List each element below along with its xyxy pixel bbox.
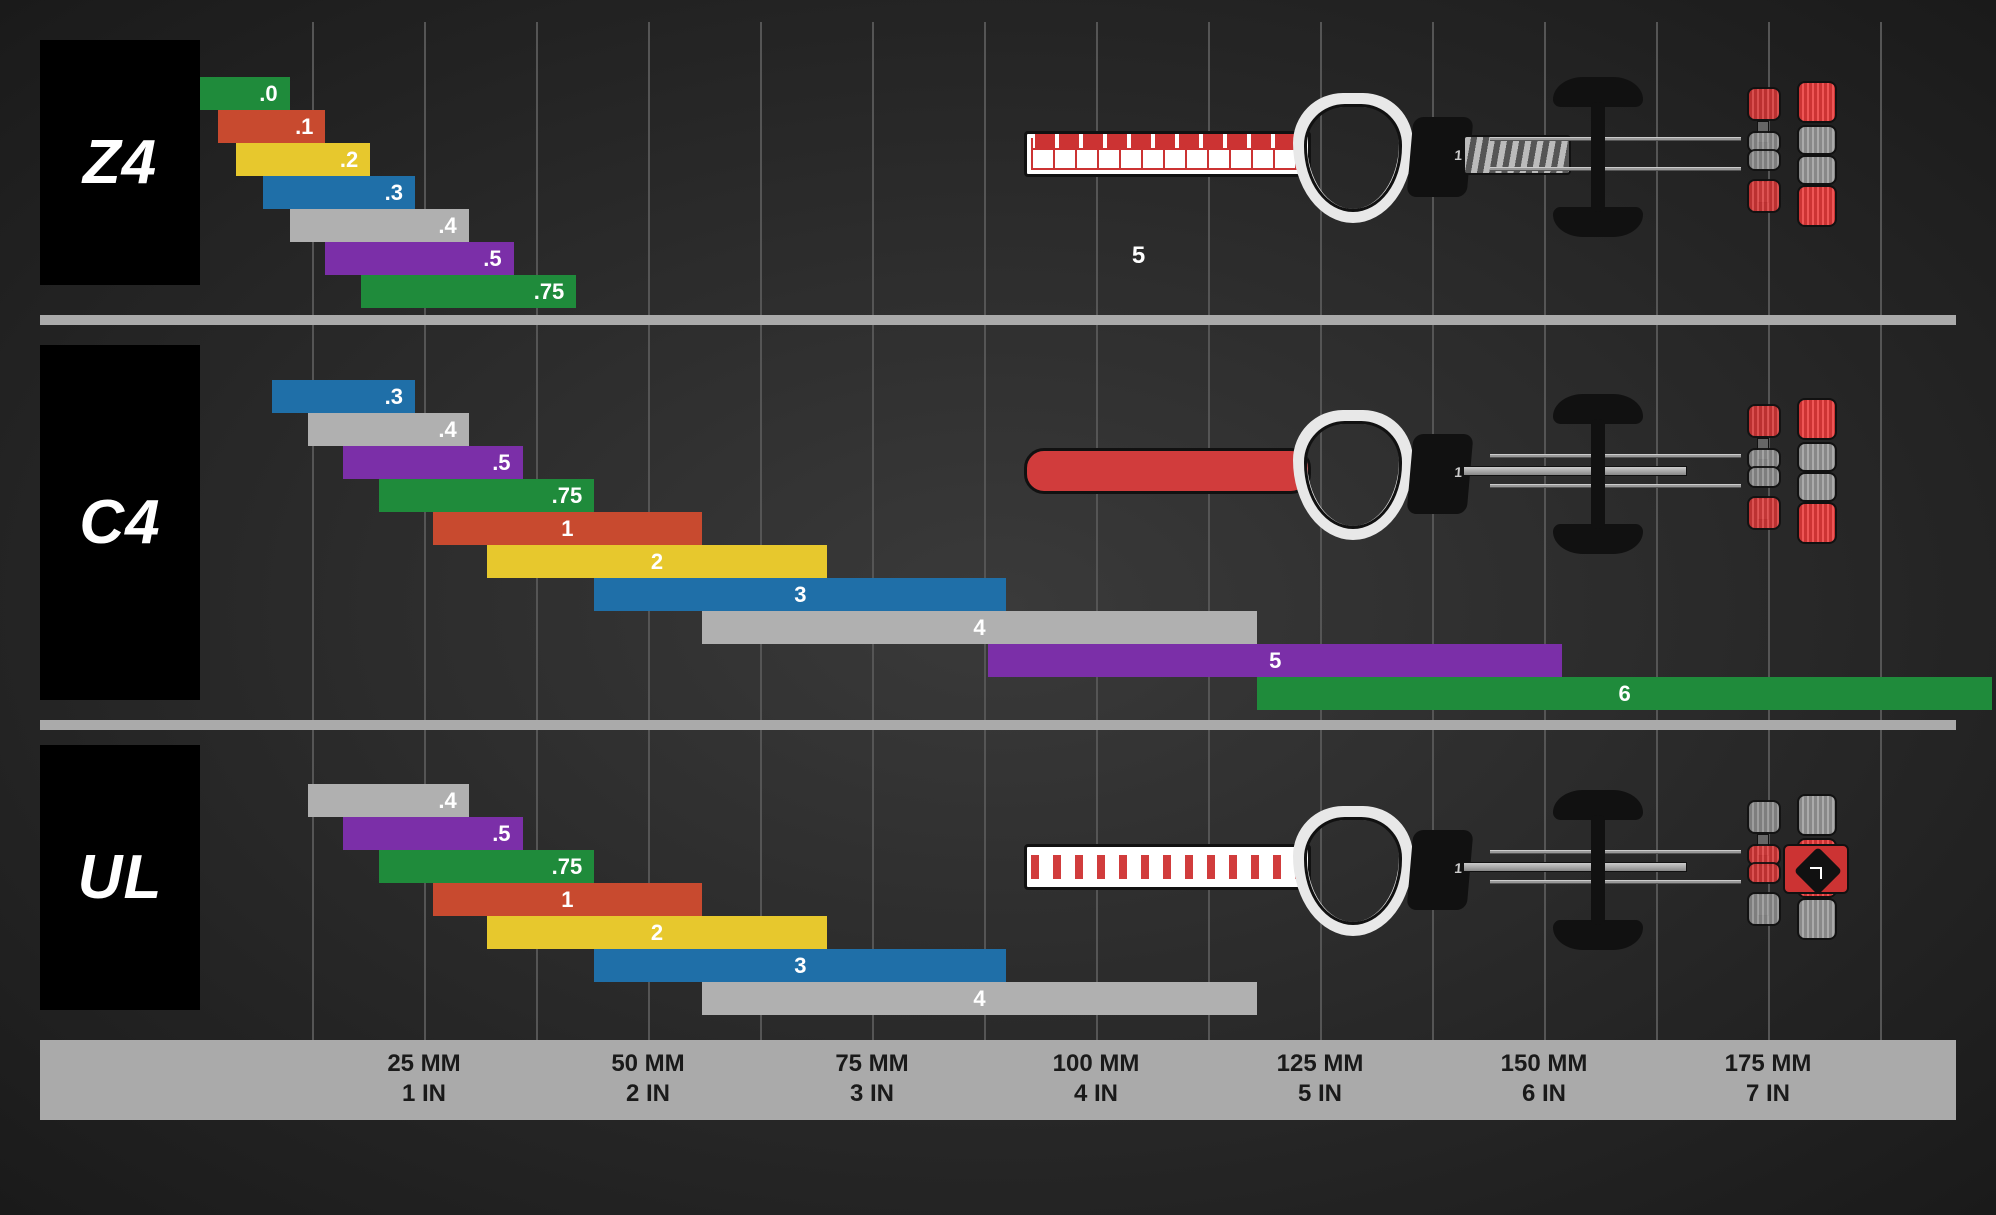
cam-lobe	[1797, 502, 1837, 544]
row-label-box-c4: C4	[40, 345, 200, 700]
row-label-c4: C4	[79, 487, 160, 558]
size-bar: 6	[1257, 677, 1992, 710]
axis-tick-mm: 100 MM	[1053, 1050, 1140, 1077]
cam-size-number: 1	[1453, 860, 1462, 876]
size-bar: 4	[702, 611, 1258, 644]
cam-lobe	[1747, 800, 1781, 834]
axis-tick: 75 MM 3 IN	[802, 1050, 942, 1108]
cam-thumbloop	[1293, 410, 1413, 540]
axis-tick: 125 MM 5 IN	[1250, 1050, 1390, 1108]
row-label-ul: UL	[78, 842, 163, 913]
cam-lobe	[1747, 404, 1781, 438]
x-axis: 25 MM 1 IN 50 MM 2 IN 75 MM 3 IN 100 MM 4 IN 125…	[40, 1040, 1956, 1120]
cam-thumbloop	[1293, 806, 1413, 936]
axis-tick-in: 2 IN	[578, 1080, 718, 1108]
row-label-z4: Z4	[83, 127, 157, 198]
cam-lobe	[1747, 466, 1781, 488]
axis-tick-mm: 125 MM	[1277, 1050, 1364, 1077]
cam-lobe	[1797, 155, 1837, 185]
axis-tick-in: 6 IN	[1474, 1080, 1614, 1108]
cam-size-number: 1	[1453, 464, 1462, 480]
size-bar-label: 6	[1257, 681, 1992, 707]
axis-tick-in: 5 IN	[1250, 1080, 1390, 1108]
size-bar: 4	[702, 982, 1258, 1015]
cam-thumbloop	[1293, 93, 1413, 223]
axis-tick-in: 7 IN	[1698, 1080, 1838, 1108]
axis-tick: 25 MM 1 IN	[354, 1050, 494, 1108]
row-label-box-ul: UL	[40, 745, 200, 1010]
cam-lobe	[1797, 125, 1837, 155]
cam-lobe	[1747, 179, 1781, 213]
axis-tick-in: 4 IN	[1026, 1080, 1166, 1108]
axis-tick: 175 MM 7 IN	[1698, 1050, 1838, 1108]
axis-tick-in: 1 IN	[354, 1080, 494, 1108]
axis-tick: 50 MM 2 IN	[578, 1050, 718, 1108]
size-bar-label: 4	[702, 615, 1258, 641]
axis-tick-mm: 75 MM	[835, 1050, 908, 1077]
axis-tick-mm: 175 MM	[1725, 1050, 1812, 1077]
axis-tick-mm: 150 MM	[1501, 1050, 1588, 1077]
cam-trigger-bar	[1553, 77, 1643, 237]
size-bar: .75	[361, 275, 576, 308]
cam-lobe	[1797, 472, 1837, 502]
cam-lobe	[1747, 862, 1781, 884]
cam-head-housing	[1783, 844, 1849, 894]
axis-tick: 150 MM 6 IN	[1474, 1050, 1614, 1108]
cam-lobe	[1797, 398, 1837, 440]
cam-lobe	[1747, 149, 1781, 171]
gridline	[1880, 22, 1882, 1042]
size-bar-label: 4	[702, 986, 1258, 1012]
cam-sling	[1024, 448, 1311, 494]
cam-illustration-ul: 1	[200, 800, 1880, 980]
axis-tick-in: 3 IN	[802, 1080, 942, 1108]
cam-lobe	[1797, 81, 1837, 123]
cam-lobe	[1747, 496, 1781, 530]
cam-lobe	[1797, 185, 1837, 227]
row-divider	[40, 315, 1956, 325]
cam-sling	[1024, 844, 1311, 890]
size-bar-label: 5	[988, 648, 1561, 674]
row-label-box-z4: Z4	[40, 40, 200, 285]
cam-trigger-bar	[1553, 790, 1643, 950]
cam-lobe	[1797, 442, 1837, 472]
cam-lobe	[1797, 898, 1837, 940]
cam-trigger-bar	[1553, 394, 1643, 554]
axis-tick-mm: 25 MM	[387, 1050, 460, 1077]
row-divider	[40, 720, 1956, 730]
size-bar: 5	[988, 644, 1561, 677]
axis-tick: 100 MM 4 IN	[1026, 1050, 1166, 1108]
cam-lobe	[1797, 794, 1837, 836]
brand-badge-icon	[1794, 847, 1842, 895]
cam-sling	[1024, 131, 1311, 177]
chart-area: .0.1.2.3.4.5.755.3.4.5.75123456.4.5.7512…	[200, 22, 1880, 1042]
cam-illustration-z4: 1	[200, 87, 1880, 267]
cam-illustration-c4: 1	[200, 404, 1880, 584]
size-bar-label: .75	[534, 279, 565, 305]
size-bar-label: 3	[594, 582, 1006, 608]
cam-lobe	[1747, 87, 1781, 121]
cam-lobe	[1747, 892, 1781, 926]
axis-tick-mm: 50 MM	[611, 1050, 684, 1077]
cam-size-number: 1	[1453, 147, 1462, 163]
